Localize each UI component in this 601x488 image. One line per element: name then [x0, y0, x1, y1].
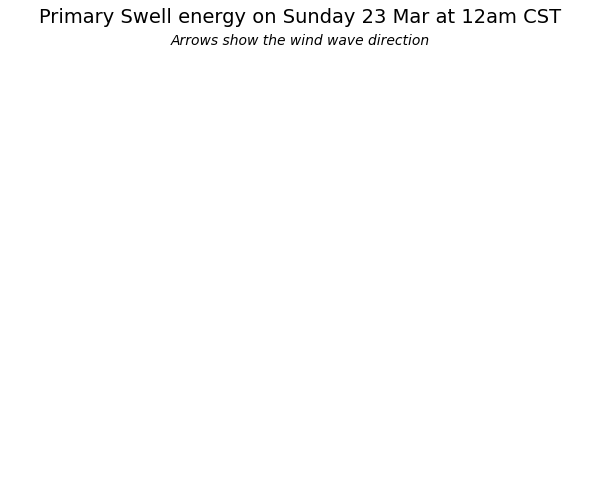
Text: Arrows show the wind wave direction: Arrows show the wind wave direction [171, 35, 430, 48]
Text: Map requires cartopy: Map requires cartopy [212, 260, 389, 277]
Text: Primary Swell energy on Sunday 23 Mar at 12am CST: Primary Swell energy on Sunday 23 Mar at… [40, 8, 561, 26]
